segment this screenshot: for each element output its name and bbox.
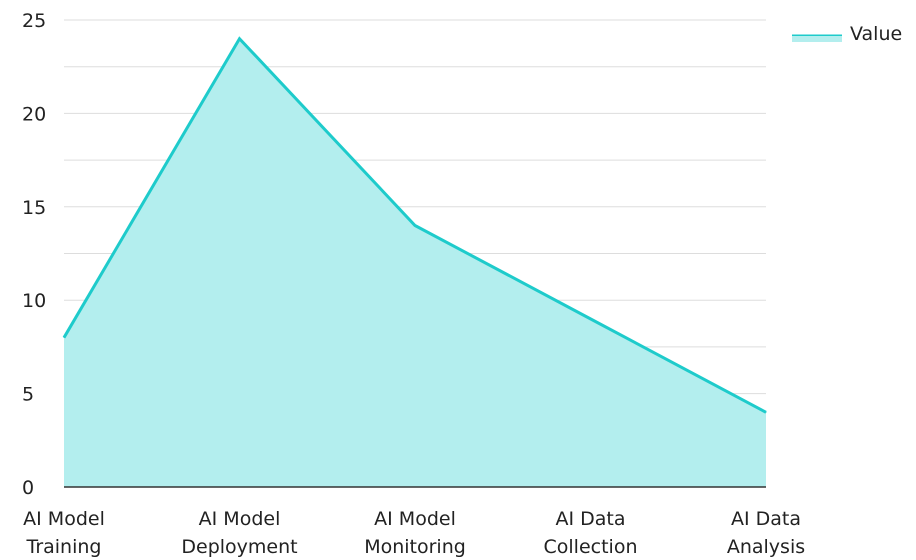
y-tick-label: 15 [22,197,46,219]
y-tick-label: 20 [22,103,46,125]
legend-label-value: Value [850,23,902,45]
x-axis-ticks: AI Model Training AI Model Deployment AI Mod… [23,508,805,558]
data-point [63,337,65,339]
y-tick-label: 5 [22,384,34,406]
data-point [590,318,591,320]
x-tick-label: AI Model Deployment [181,508,297,558]
legend: Value [792,23,902,45]
x-tick-label: AI Data Analysis [727,508,805,558]
data-point [765,411,767,413]
legend-swatch-fill [792,36,842,42]
series-area [62,36,767,488]
y-axis-ticks: 0 5 10 15 20 25 [22,10,46,499]
y-tick-label: 10 [22,290,46,312]
y-tick-label: 25 [22,10,46,32]
x-tick-label: AI Data Collection [544,508,638,558]
y-tick-label: 0 [22,477,34,499]
series-area-fill [64,38,766,488]
data-point [414,224,416,226]
x-tick-label: AI Model Monitoring [364,508,466,558]
x-tick-label: AI Model Training [23,508,105,558]
data-point [239,38,240,40]
